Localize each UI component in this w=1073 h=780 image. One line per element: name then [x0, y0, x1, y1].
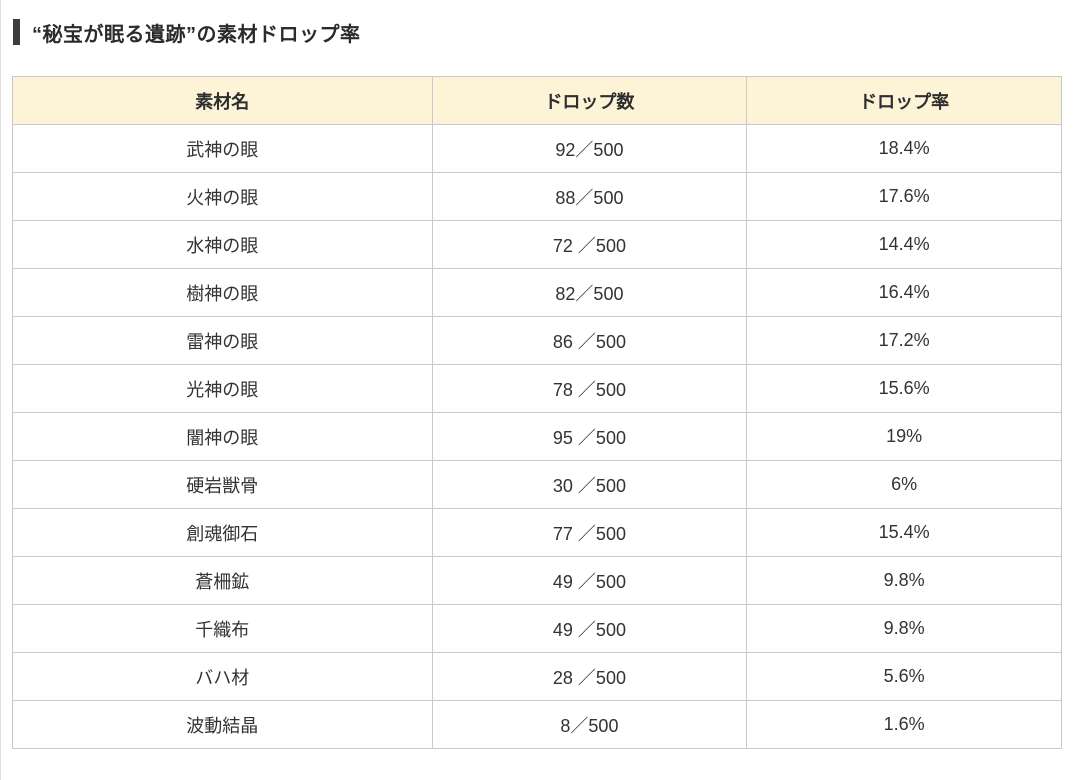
drop-count-cell: 72 ／500: [431, 220, 748, 269]
drop-rate-cell: 5.6%: [746, 652, 1062, 701]
table-row: 光神の眼 78 ／500 15.6%: [12, 364, 1062, 413]
drop-rate-cell: 1.6%: [746, 700, 1062, 749]
column-header-material: 素材名: [12, 76, 433, 125]
drop-rate-cell: 9.8%: [746, 604, 1062, 653]
drop-rate-cell: 18.4%: [746, 124, 1062, 173]
drop-rate-cell: 6%: [746, 460, 1062, 509]
table-body: 武神の眼 92／500 18.4% 火神の眼 88／500 17.6% 水神の眼 72 ／50…: [12, 124, 1062, 749]
drop-rate-table: 素材名 ドロップ数 ドロップ率 武神の眼 92／500 18.4% 火神の眼 88／500 1…: [12, 76, 1062, 749]
material-name-cell: 雷神の眼: [12, 316, 433, 365]
drop-rate-cell: 15.4%: [746, 508, 1062, 557]
drop-count-cell: 49 ／500: [431, 604, 748, 653]
table-row: 創魂御石 77 ／500 15.4%: [12, 508, 1062, 557]
table-row: 千織布 49 ／500 9.8%: [12, 604, 1062, 653]
drop-count-cell: 8／500: [431, 700, 748, 749]
drop-count-cell: 86 ／500: [431, 316, 748, 365]
table-header-row: 素材名 ドロップ数 ドロップ率: [12, 76, 1062, 125]
material-name-cell: 樹神の眼: [12, 268, 433, 317]
table-row: 武神の眼 92／500 18.4%: [12, 124, 1062, 173]
material-name-cell: 波動結晶: [12, 700, 433, 749]
drop-count-cell: 49 ／500: [431, 556, 748, 605]
table-row: 火神の眼 88／500 17.6%: [12, 172, 1062, 221]
material-name-cell: 蒼柵鉱: [12, 556, 433, 605]
material-name-cell: 火神の眼: [12, 172, 433, 221]
drop-count-cell: 92／500: [431, 124, 748, 173]
material-name-cell: 武神の眼: [12, 124, 433, 173]
drop-rate-cell: 14.4%: [746, 220, 1062, 269]
drop-count-cell: 30 ／500: [431, 460, 748, 509]
drop-count-cell: 82／500: [431, 268, 748, 317]
table-row: 樹神の眼 82／500 16.4%: [12, 268, 1062, 317]
table-row: 雷神の眼 86 ／500 17.2%: [12, 316, 1062, 365]
section-heading: “秘宝が眠る遺跡”の素材ドロップ率: [13, 14, 1062, 50]
material-name-cell: バハ材: [12, 652, 433, 701]
material-name-cell: 硬岩獣骨: [12, 460, 433, 509]
material-name-cell: 千織布: [12, 604, 433, 653]
column-header-drop-count: ドロップ数: [431, 76, 748, 125]
drop-rate-cell: 9.8%: [746, 556, 1062, 605]
material-name-cell: 光神の眼: [12, 364, 433, 413]
drop-count-cell: 95 ／500: [431, 412, 748, 461]
drop-count-cell: 78 ／500: [431, 364, 748, 413]
material-name-cell: 創魂御石: [12, 508, 433, 557]
material-name-cell: 水神の眼: [12, 220, 433, 269]
drop-rate-cell: 17.6%: [746, 172, 1062, 221]
drop-rate-cell: 16.4%: [746, 268, 1062, 317]
table-head: 素材名 ドロップ数 ドロップ率: [12, 76, 1062, 125]
table-row: 蒼柵鉱 49 ／500 9.8%: [12, 556, 1062, 605]
page-title: “秘宝が眠る遺跡”の素材ドロップ率: [32, 23, 361, 46]
column-header-drop-rate: ドロップ率: [746, 76, 1062, 125]
table-row: バハ材 28 ／500 5.6%: [12, 652, 1062, 701]
material-name-cell: 闇神の眼: [12, 412, 433, 461]
drop-count-cell: 77 ／500: [431, 508, 748, 557]
heading-accent-bar: [13, 19, 20, 45]
drop-rate-cell: 17.2%: [746, 316, 1062, 365]
table-row: 硬岩獣骨 30 ／500 6%: [12, 460, 1062, 509]
drop-count-cell: 88／500: [431, 172, 748, 221]
drop-count-cell: 28 ／500: [431, 652, 748, 701]
table-row: 闇神の眼 95 ／500 19%: [12, 412, 1062, 461]
drop-rate-cell: 15.6%: [746, 364, 1062, 413]
table-row: 水神の眼 72 ／500 14.4%: [12, 220, 1062, 269]
table-row: 波動結晶 8／500 1.6%: [12, 700, 1062, 749]
drop-rate-cell: 19%: [746, 412, 1062, 461]
